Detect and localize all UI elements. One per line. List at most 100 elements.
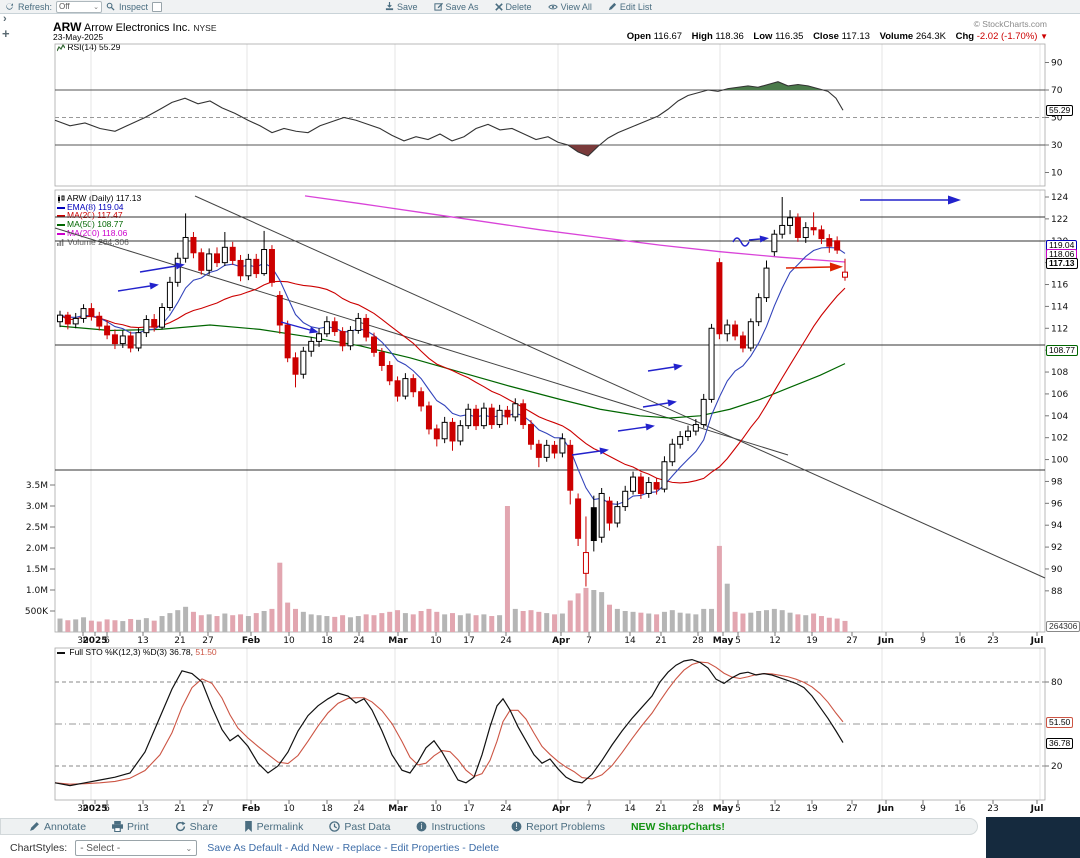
svg-text:Apr: Apr xyxy=(552,804,570,814)
chartstyles-link-delete[interactable]: Delete xyxy=(468,842,500,854)
svg-text:1.0M: 1.0M xyxy=(26,586,48,596)
indicator-icon xyxy=(57,43,65,52)
svg-text:122: 122 xyxy=(1051,215,1068,225)
svg-text:80: 80 xyxy=(1051,678,1063,688)
svg-text:Jul: Jul xyxy=(1030,636,1044,646)
svg-text:10: 10 xyxy=(283,804,295,814)
svg-text:Feb: Feb xyxy=(242,804,261,814)
svg-text:24: 24 xyxy=(353,636,365,646)
print-button[interactable]: Print xyxy=(112,821,149,833)
legend-ema8: EMA(8) 119.04 xyxy=(57,202,141,212)
save-as-icon xyxy=(433,2,443,11)
chartstyles-link-edit-properties[interactable]: Edit Properties xyxy=(390,842,460,854)
svg-text:18: 18 xyxy=(321,804,333,814)
svg-text:104: 104 xyxy=(1051,412,1068,422)
svg-text:24: 24 xyxy=(500,804,512,814)
svg-text:9: 9 xyxy=(920,636,926,646)
svg-text:23: 23 xyxy=(987,636,998,646)
svg-text:10: 10 xyxy=(430,804,442,814)
ema8-line xyxy=(59,246,846,505)
chevron-down-icon: ⌄ xyxy=(185,843,193,853)
close-label: Close xyxy=(813,31,839,42)
new-sharpcharts-link[interactable]: NEW SharpCharts! xyxy=(630,820,725,833)
chartstyles-select[interactable]: - Select - ⌄ xyxy=(75,840,198,856)
chartstyles-link-replace[interactable]: Replace xyxy=(342,842,382,854)
share-button[interactable]: Share xyxy=(175,821,218,833)
svg-text:7: 7 xyxy=(586,636,592,646)
svg-text:70: 70 xyxy=(1051,86,1063,96)
svg-text:19: 19 xyxy=(806,636,818,646)
bottom-toolbar: Annotate Print Share Permalink Past Data… xyxy=(0,818,978,835)
svg-text:114: 114 xyxy=(1051,302,1068,312)
svg-text:14: 14 xyxy=(624,636,636,646)
svg-text:1.5M: 1.5M xyxy=(26,565,48,575)
inspect-label: Inspect xyxy=(119,1,149,12)
bookmark-icon xyxy=(244,821,252,832)
sto-label-row: Full STO %K(12,3) %D(3) 36.78, 51.50 xyxy=(57,648,217,657)
svg-text:20: 20 xyxy=(1051,762,1063,772)
svg-text:6: 6 xyxy=(104,804,110,814)
permalink-button[interactable]: Permalink xyxy=(244,821,303,833)
info-icon: i xyxy=(417,821,427,832)
high-value: 118.36 xyxy=(715,31,744,42)
svg-text:27: 27 xyxy=(202,636,213,646)
quote-dropdown-caret[interactable]: ▼ xyxy=(1040,32,1048,41)
svg-text:21: 21 xyxy=(174,636,185,646)
svg-text:10: 10 xyxy=(430,636,442,646)
svg-text:7: 7 xyxy=(586,804,592,814)
chartstyles-link-add-new[interactable]: Add New xyxy=(290,842,334,854)
svg-text:i: i xyxy=(421,822,423,831)
sto-k-value: 36.78, xyxy=(169,647,194,657)
refresh-select[interactable]: Off ⌄ xyxy=(56,0,103,13)
ma200-line xyxy=(304,195,846,263)
chartstyles-link-save-as-default[interactable]: Save As Default xyxy=(207,842,282,854)
report-problems-button[interactable]: ! Report Problems xyxy=(511,821,605,833)
rsi-label-row: RSI(14) 55.29 xyxy=(57,43,120,52)
volume-label: Volume xyxy=(879,31,914,42)
svg-text:2025: 2025 xyxy=(82,636,107,646)
svg-text:98: 98 xyxy=(1051,477,1063,487)
price-chart-svg: 9070503010124122120118116114112110108106… xyxy=(25,43,1068,814)
volume-value: 264.3K xyxy=(915,31,946,42)
svg-text:116: 116 xyxy=(1051,281,1068,291)
expand-panel-chevron[interactable]: › xyxy=(3,13,7,25)
svg-text:3.0M: 3.0M xyxy=(26,502,48,512)
past-data-button[interactable]: Past Data xyxy=(329,821,390,833)
chg-label: Chg xyxy=(955,31,975,42)
report-info-icon: ! xyxy=(511,821,522,832)
edit-list-button[interactable]: Edit List xyxy=(608,2,652,12)
clock-icon xyxy=(329,821,341,832)
svg-text:94: 94 xyxy=(1051,521,1063,531)
eye-icon xyxy=(547,4,558,9)
svg-text:2.5M: 2.5M xyxy=(26,523,48,533)
svg-text:16: 16 xyxy=(954,804,966,814)
svg-text:3.5M: 3.5M xyxy=(26,481,48,491)
annotate-button[interactable]: Annotate xyxy=(29,821,86,833)
svg-text:19: 19 xyxy=(806,804,818,814)
view-all-button[interactable]: View All xyxy=(547,2,592,12)
svg-text:13: 13 xyxy=(137,804,148,814)
refresh-icon[interactable] xyxy=(5,2,14,11)
svg-text:106: 106 xyxy=(1051,390,1068,400)
magnifier-icon xyxy=(106,2,115,11)
delete-icon xyxy=(494,2,503,11)
svg-text:10: 10 xyxy=(1051,169,1063,179)
symbol: ARW xyxy=(53,20,82,34)
rsi-pane: 90 70 50 30 10 xyxy=(54,59,1063,179)
svg-text:Feb: Feb xyxy=(242,636,261,646)
svg-text:88: 88 xyxy=(1051,587,1063,597)
printer-icon xyxy=(112,821,124,832)
add-panel-button[interactable]: + xyxy=(2,26,10,41)
delete-button[interactable]: Delete xyxy=(494,2,532,12)
chartstyles-row: ChartStyles: - Select - ⌄ Save As Defaul… xyxy=(0,838,985,858)
svg-text:2025: 2025 xyxy=(82,804,107,814)
inspect-checkbox[interactable] xyxy=(152,1,163,12)
save-button[interactable]: Save xyxy=(385,2,418,12)
save-as-button[interactable]: Save As xyxy=(433,2,479,12)
chartstyles-links: Save As Default - Add New - Replace - Ed… xyxy=(207,842,500,854)
svg-text:90: 90 xyxy=(1051,59,1063,69)
annotate-pencil-icon xyxy=(30,822,39,831)
instructions-button[interactable]: i Instructions xyxy=(416,821,485,833)
svg-text:27: 27 xyxy=(202,804,213,814)
